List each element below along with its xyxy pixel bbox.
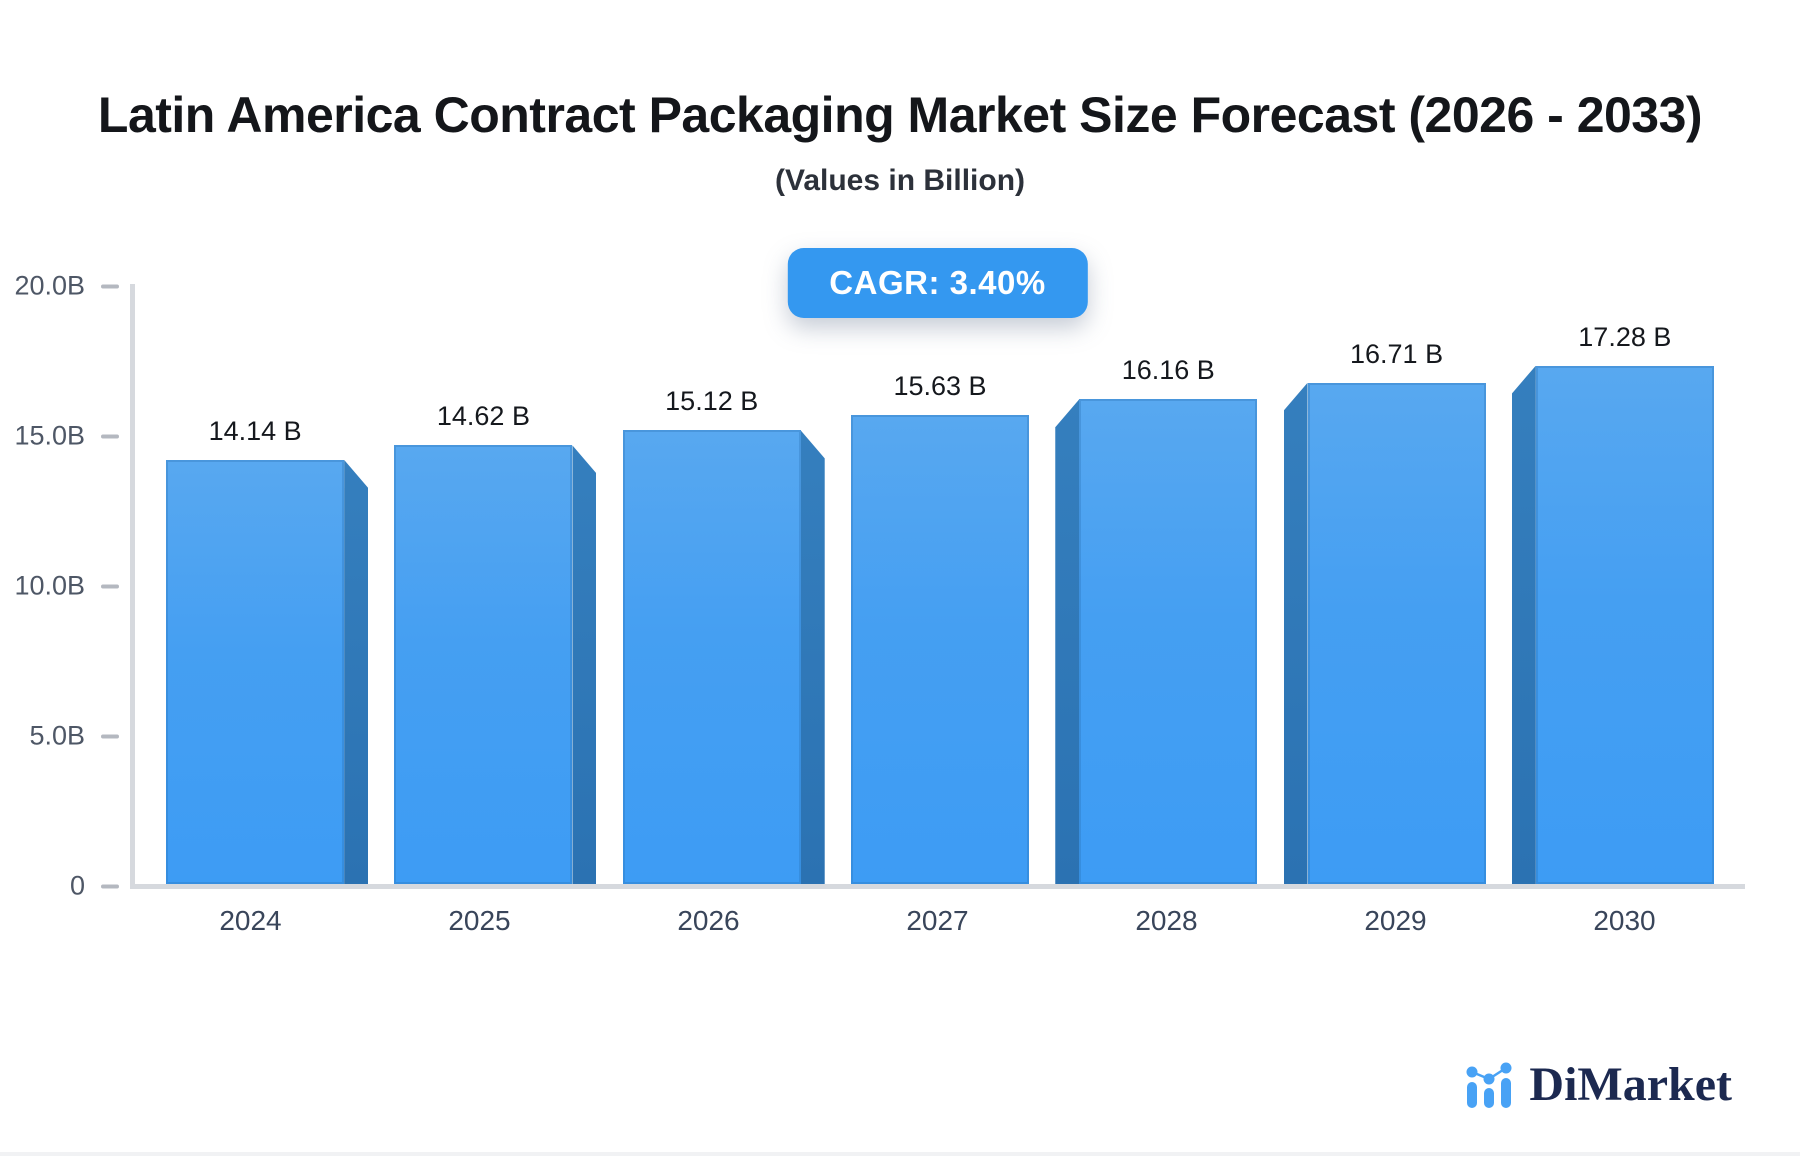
bar-side-face	[1283, 382, 1308, 884]
y-axis-tick-mark	[101, 284, 119, 288]
bar: 17.28 B	[1511, 322, 1714, 884]
bar: 15.12 B	[622, 386, 825, 884]
bar-column: 16.71 B	[1282, 284, 1510, 884]
bar: 15.63 B	[850, 371, 1029, 884]
y-axis-tick: 0	[11, 871, 135, 902]
bar-column: 16.16 B	[1054, 284, 1282, 884]
x-axis-label: 2029	[1364, 905, 1427, 936]
y-axis-tick: 5.0B	[11, 721, 135, 752]
bar-side-face	[344, 459, 369, 884]
bar-face: 14.62 B	[394, 401, 573, 884]
bar: 14.62 B	[394, 401, 597, 884]
y-axis-tick: 10.0B	[11, 571, 135, 602]
x-axis-label: 2028	[1135, 905, 1198, 936]
bar-side-face	[800, 430, 825, 884]
bar-chart: CAGR: 3.40% 0 5.0B 10.0B 15.0B 20.0B 14.…	[14, 248, 1745, 937]
x-axis-label: 2024	[219, 905, 282, 936]
y-axis-tick-label: 15.0B	[14, 420, 85, 451]
x-axis-label: 2025	[448, 905, 511, 936]
bar-column: 17.28 B	[1511, 284, 1739, 884]
bar-value-label: 14.14 B	[208, 415, 302, 446]
y-axis-tick: 15.0B	[11, 421, 135, 452]
y-axis-tick-mark	[101, 884, 119, 888]
brand-name: DiMarket	[1529, 1058, 1732, 1111]
bar-side-face	[1511, 365, 1536, 884]
bar-column: 14.62 B	[369, 284, 597, 884]
bar-face: 17.28 B	[1535, 322, 1714, 884]
bar: 16.16 B	[1055, 355, 1258, 884]
bar-face: 16.71 B	[1307, 339, 1486, 884]
bar-value-label: 17.28 B	[1578, 321, 1672, 352]
plot-area: 0 5.0B 10.0B 15.0B 20.0B 14.14 B 14.62 B	[14, 271, 1745, 901]
bar-column: 15.63 B	[826, 284, 1054, 884]
bar-value-label: 15.63 B	[893, 371, 987, 402]
bar-face: 16.16 B	[1079, 355, 1258, 884]
bar-side-face	[1055, 399, 1080, 884]
chart-subtitle: (Values in Billion)	[774, 164, 1026, 197]
bar-value-label: 16.16 B	[1121, 355, 1215, 386]
bar: 16.71 B	[1283, 339, 1486, 884]
bar-face: 15.63 B	[850, 371, 1029, 884]
bar: 14.14 B	[166, 416, 369, 884]
bar-side-face	[572, 445, 597, 884]
bar-face: 15.12 B	[622, 386, 801, 884]
cagr-badge: CAGR: 3.40%	[787, 248, 1088, 318]
bar-value-label: 15.12 B	[665, 386, 759, 417]
x-axis-label: 2026	[677, 905, 740, 936]
x-axis-label: 2030	[1593, 905, 1656, 936]
x-axis-label: 2027	[906, 905, 969, 936]
y-axis-tick-label: 10.0B	[14, 570, 85, 601]
bar-column: 15.12 B	[598, 284, 826, 884]
x-axis: 2024 2025 2026 2027 2028 2029 2030	[130, 889, 1745, 937]
y-axis-tick-label: 0	[69, 870, 85, 901]
chart-title: Latin America Contract Packaging Market …	[97, 87, 1703, 143]
y-axis-tick: 20.0B	[11, 271, 135, 302]
y-axis-tick-label: 5.0B	[29, 720, 85, 751]
bar-value-label: 14.62 B	[436, 401, 530, 432]
bar-chart-with-dots-logo-icon	[1466, 1062, 1512, 1108]
dimarket-logo[interactable]: DiMarket	[1463, 1057, 1732, 1112]
y-axis-tick-mark	[101, 584, 119, 588]
bar-column: 14.14 B	[141, 284, 369, 884]
bars-container: 14.14 B 14.62 B 15.12 B 15.63 B	[135, 284, 1745, 884]
y-axis-tick-mark	[101, 434, 119, 438]
bar-face: 14.14 B	[166, 416, 345, 884]
y-axis-tick-label: 20.0B	[14, 270, 85, 301]
bar-value-label: 16.71 B	[1350, 338, 1444, 369]
y-axis-tick-mark	[101, 734, 119, 738]
chart-header: Latin America Contract Packaging Market …	[0, 0, 1800, 198]
